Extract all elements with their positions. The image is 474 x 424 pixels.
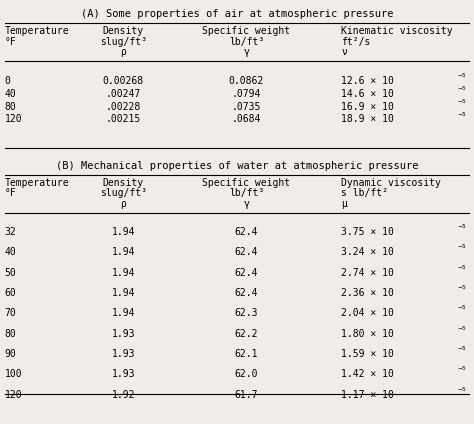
Text: 14.6 × 10: 14.6 × 10: [341, 89, 394, 99]
Text: .0684: .0684: [232, 114, 261, 125]
Text: 1.42 × 10: 1.42 × 10: [341, 369, 394, 379]
Text: 120: 120: [5, 390, 22, 400]
Text: $^{-5}$: $^{-5}$: [457, 111, 467, 120]
Text: 3.75 × 10: 3.75 × 10: [341, 227, 394, 237]
Text: $^{-5}$: $^{-5}$: [457, 244, 467, 253]
Text: 62.2: 62.2: [235, 329, 258, 339]
Text: 60: 60: [5, 288, 17, 298]
Text: 1.93: 1.93: [111, 349, 135, 359]
Text: 100: 100: [5, 369, 22, 379]
Text: ν: ν: [341, 47, 347, 58]
Text: °F: °F: [5, 188, 17, 198]
Text: °F: °F: [5, 37, 17, 47]
Text: Specific weight: Specific weight: [202, 178, 291, 188]
Text: Temperature: Temperature: [5, 178, 69, 188]
Text: 1.93: 1.93: [111, 329, 135, 339]
Text: γ: γ: [244, 47, 249, 58]
Text: 62.1: 62.1: [235, 349, 258, 359]
Text: $^{-5}$: $^{-5}$: [457, 285, 467, 293]
Text: $^{-5}$: $^{-5}$: [457, 86, 467, 95]
Text: 62.4: 62.4: [235, 247, 258, 257]
Text: Density: Density: [103, 178, 144, 188]
Text: 32: 32: [5, 227, 17, 237]
Text: Specific weight: Specific weight: [202, 26, 291, 36]
Text: .0794: .0794: [232, 89, 261, 99]
Text: 1.80 × 10: 1.80 × 10: [341, 329, 394, 339]
Text: $^{-5}$: $^{-5}$: [457, 325, 467, 334]
Text: 50: 50: [5, 268, 17, 278]
Text: 16.9 × 10: 16.9 × 10: [341, 102, 394, 112]
Text: $^{-5}$: $^{-5}$: [457, 305, 467, 314]
Text: Dynamic viscosity: Dynamic viscosity: [341, 178, 441, 188]
Text: lb/ft³: lb/ft³: [229, 188, 264, 198]
Text: 120: 120: [5, 114, 22, 125]
Text: 70: 70: [5, 308, 17, 318]
Text: 1.94: 1.94: [111, 288, 135, 298]
Text: 1.94: 1.94: [111, 268, 135, 278]
Text: $^{-5}$: $^{-5}$: [457, 223, 467, 232]
Text: 0.0862: 0.0862: [229, 76, 264, 86]
Text: 1.94: 1.94: [111, 227, 135, 237]
Text: 62.4: 62.4: [235, 227, 258, 237]
Text: $^{-5}$: $^{-5}$: [457, 264, 467, 273]
Text: 1.94: 1.94: [111, 247, 135, 257]
Text: 3.24 × 10: 3.24 × 10: [341, 247, 394, 257]
Text: .0735: .0735: [232, 102, 261, 112]
Text: Density: Density: [103, 26, 144, 36]
Text: 1.92: 1.92: [111, 390, 135, 400]
Text: Temperature: Temperature: [5, 26, 69, 36]
Text: 1.59 × 10: 1.59 × 10: [341, 349, 394, 359]
Text: 90: 90: [5, 349, 17, 359]
Text: 12.6 × 10: 12.6 × 10: [341, 76, 394, 86]
Text: $^{-5}$: $^{-5}$: [457, 386, 467, 395]
Text: $^{-5}$: $^{-5}$: [457, 73, 467, 82]
Text: 0: 0: [5, 76, 10, 86]
Text: ρ: ρ: [120, 199, 126, 209]
Text: 2.04 × 10: 2.04 × 10: [341, 308, 394, 318]
Text: s lb/ft²: s lb/ft²: [341, 188, 388, 198]
Text: 1.94: 1.94: [111, 308, 135, 318]
Text: 62.3: 62.3: [235, 308, 258, 318]
Text: 62.4: 62.4: [235, 268, 258, 278]
Text: .00247: .00247: [106, 89, 141, 99]
Text: 2.36 × 10: 2.36 × 10: [341, 288, 394, 298]
Text: $^{-5}$: $^{-5}$: [457, 366, 467, 375]
Text: 80: 80: [5, 329, 17, 339]
Text: ρ: ρ: [120, 47, 126, 58]
Text: μ: μ: [341, 199, 347, 209]
Text: 40: 40: [5, 89, 17, 99]
Text: $^{-5}$: $^{-5}$: [457, 98, 467, 107]
Text: .00228: .00228: [106, 102, 141, 112]
Text: 1.93: 1.93: [111, 369, 135, 379]
Text: 80: 80: [5, 102, 17, 112]
Text: .00215: .00215: [106, 114, 141, 125]
Text: 1.17 × 10: 1.17 × 10: [341, 390, 394, 400]
Text: 62.4: 62.4: [235, 288, 258, 298]
Text: γ: γ: [244, 199, 249, 209]
Text: ft²/s: ft²/s: [341, 37, 371, 47]
Text: Kinematic viscosity: Kinematic viscosity: [341, 26, 453, 36]
Text: 18.9 × 10: 18.9 × 10: [341, 114, 394, 125]
Text: 61.7: 61.7: [235, 390, 258, 400]
Text: slug/ft³: slug/ft³: [100, 188, 147, 198]
Text: (A) Some properties of air at atmospheric pressure: (A) Some properties of air at atmospheri…: [81, 9, 393, 20]
Text: (B) Mechanical properties of water at atmospheric pressure: (B) Mechanical properties of water at at…: [56, 161, 418, 171]
Text: lb/ft³: lb/ft³: [229, 37, 264, 47]
Text: 2.74 × 10: 2.74 × 10: [341, 268, 394, 278]
Text: 40: 40: [5, 247, 17, 257]
Text: 0.00268: 0.00268: [103, 76, 144, 86]
Text: slug/ft³: slug/ft³: [100, 37, 147, 47]
Text: $^{-5}$: $^{-5}$: [457, 346, 467, 354]
Text: 62.0: 62.0: [235, 369, 258, 379]
